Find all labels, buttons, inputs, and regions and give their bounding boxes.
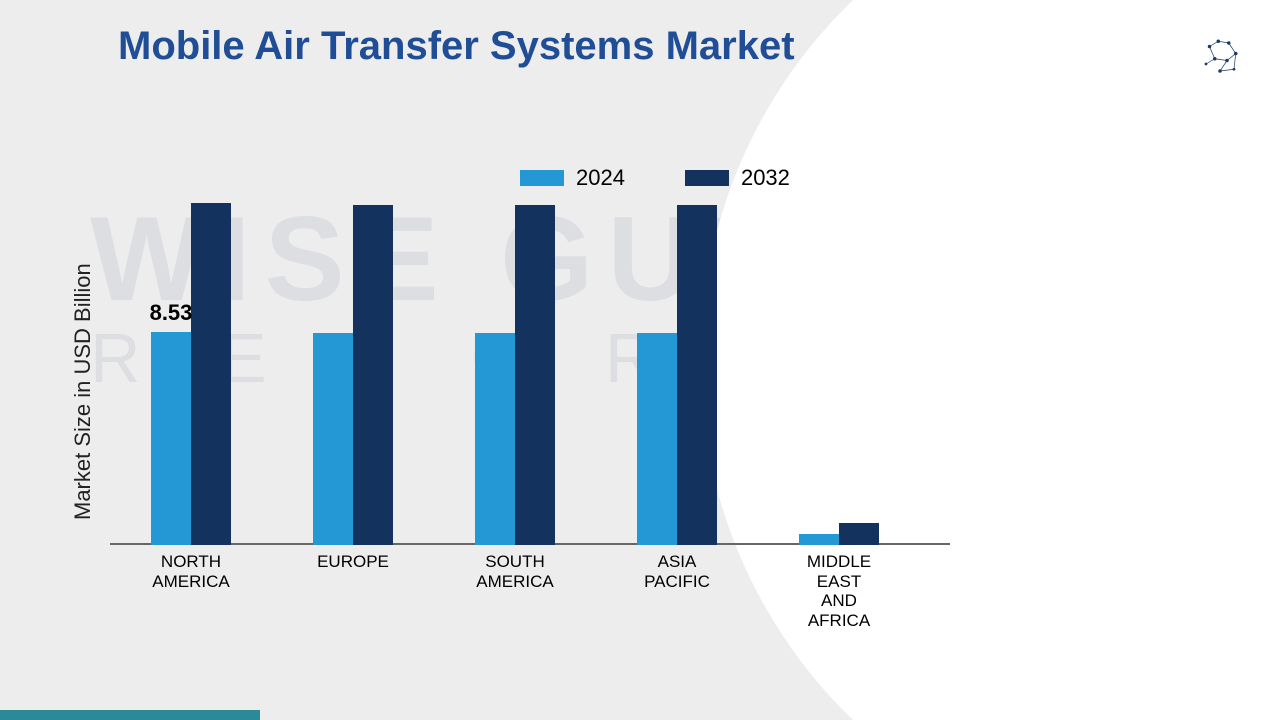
x-axis-labels: NORTHAMERICAEUROPESOUTHAMERICAASIAPACIFI…	[110, 552, 920, 630]
bar-value-label: 8.53	[131, 300, 211, 326]
legend: 2024 2032	[520, 165, 790, 191]
stage: WISE GUY R E P O R T S WISE GUY R E P O …	[0, 0, 1280, 720]
brand-line1: WISE GUY	[970, 22, 1186, 66]
x-axis-category-label: SOUTHAMERICA	[434, 552, 596, 630]
legend-label: 2024	[576, 165, 625, 191]
bar-group	[596, 195, 758, 545]
bar-pair	[475, 205, 555, 545]
bar-pair	[151, 203, 231, 546]
bar-group	[272, 195, 434, 545]
bar-group: 8.53	[110, 195, 272, 545]
plot-area: 8.53	[110, 195, 920, 545]
x-axis-category-label: MIDDLEEASTANDAFRICA	[758, 552, 920, 630]
bar	[839, 523, 879, 546]
bar	[313, 333, 353, 546]
chart-title: Mobile Air Transfer Systems Market	[118, 24, 795, 69]
bar	[677, 205, 717, 545]
bar-group	[434, 195, 596, 545]
legend-item: 2032	[685, 165, 790, 191]
bar-groups: 8.53	[110, 195, 920, 545]
bar	[353, 205, 393, 545]
bar-pair	[313, 205, 393, 545]
bar-group	[758, 195, 920, 545]
bar	[515, 205, 555, 545]
brand-head-icon	[1184, 22, 1256, 106]
x-axis-category-label: ASIAPACIFIC	[596, 552, 758, 630]
bar	[151, 332, 191, 545]
legend-label: 2032	[741, 165, 790, 191]
bottom-accent-bar	[0, 710, 260, 720]
legend-swatch	[520, 170, 564, 186]
bar	[475, 333, 515, 546]
y-axis-label: Market Size in USD Billion	[70, 263, 96, 520]
bar-pair	[799, 523, 879, 546]
bar-pair	[637, 205, 717, 545]
x-axis-category-label: NORTHAMERICA	[110, 552, 272, 630]
bar	[637, 333, 677, 546]
bar	[191, 203, 231, 546]
legend-item: 2024	[520, 165, 625, 191]
bar	[799, 534, 839, 545]
legend-swatch	[685, 170, 729, 186]
x-axis-category-label: EUROPE	[272, 552, 434, 630]
brand-logo: WISE GUY R E P O R T S	[970, 22, 1250, 102]
